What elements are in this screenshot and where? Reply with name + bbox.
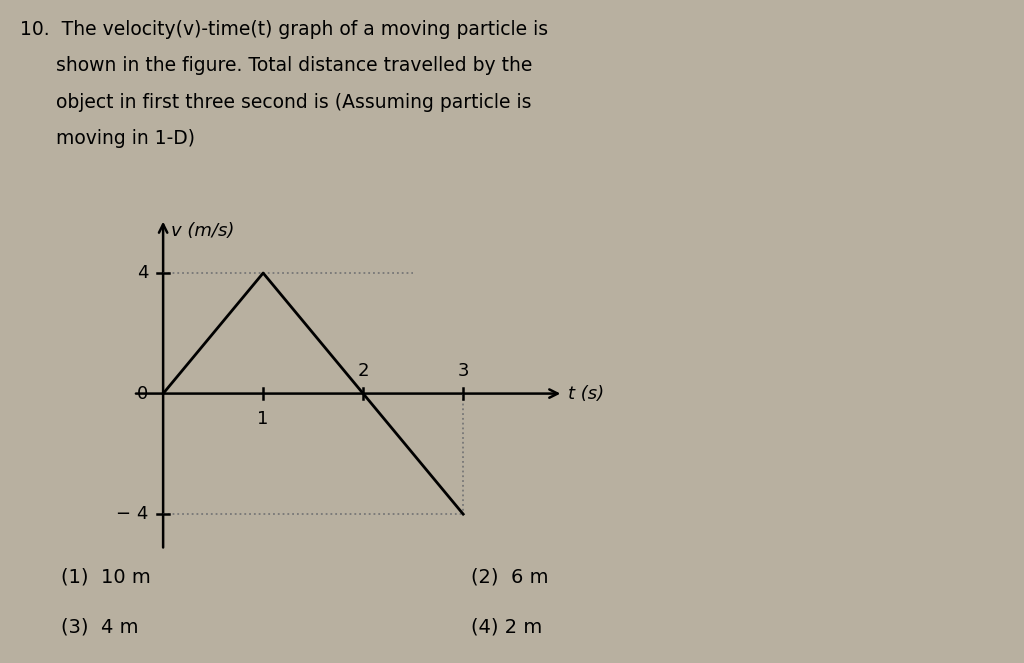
Text: 2: 2: [357, 362, 369, 380]
Text: (2)  6 m: (2) 6 m: [471, 568, 549, 587]
Text: 4: 4: [136, 264, 148, 282]
Text: 0: 0: [137, 385, 148, 402]
Text: (4) 2 m: (4) 2 m: [471, 617, 543, 636]
Text: (1)  10 m: (1) 10 m: [61, 568, 152, 587]
Text: 10.  The velocity(v)-time(t) graph of a moving particle is: 10. The velocity(v)-time(t) graph of a m…: [20, 20, 549, 39]
Text: moving in 1-D): moving in 1-D): [20, 129, 196, 149]
Text: − 4: − 4: [116, 505, 148, 523]
Text: shown in the figure. Total distance travelled by the: shown in the figure. Total distance trav…: [20, 56, 532, 76]
Text: t (s): t (s): [568, 385, 604, 402]
Text: 3: 3: [458, 362, 469, 380]
Text: object in first three second is (Assuming particle is: object in first three second is (Assumin…: [20, 93, 532, 112]
Text: 1: 1: [257, 410, 269, 428]
Text: (3)  4 m: (3) 4 m: [61, 617, 139, 636]
Text: v (m/s): v (m/s): [171, 222, 234, 240]
